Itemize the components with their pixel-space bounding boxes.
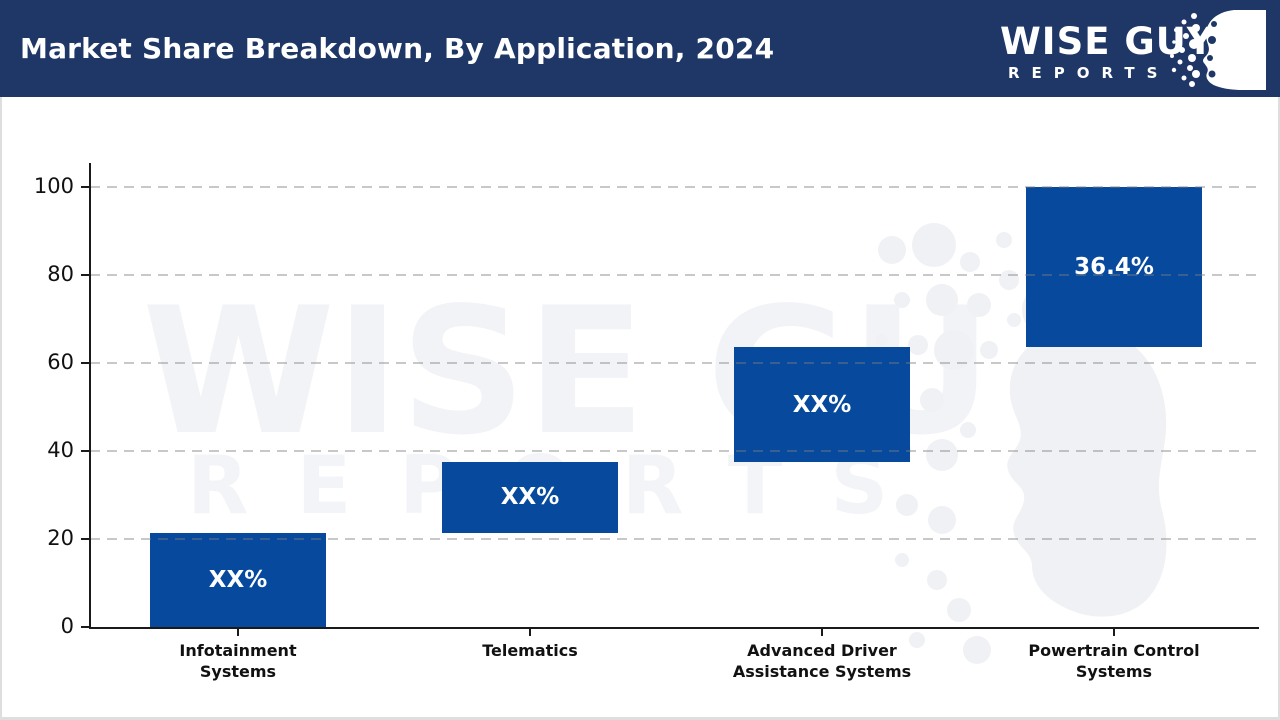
- x-category-label-line: Telematics: [482, 641, 578, 660]
- bar-value-label: XX%: [500, 484, 560, 511]
- x-category-label-line: Assistance Systems: [732, 662, 912, 681]
- x-tick: [237, 629, 239, 636]
- y-tick: [81, 626, 89, 628]
- x-category-label-line: Powertrain Control: [1028, 641, 1200, 660]
- header: Market Share Breakdown, By Application, …: [0, 0, 1280, 97]
- y-tick: [81, 450, 89, 452]
- bar-infotainment-systems: XX%: [150, 532, 326, 627]
- bar-telematics: XX%: [442, 462, 618, 533]
- y-axis-line: [89, 163, 91, 628]
- x-category-label-infotainment-systems: Infotainment Systems: [88, 640, 388, 682]
- x-category-label-line: Advanced Driver: [747, 641, 897, 660]
- x-category-label-powertrain-control-systems: Powertrain Control Systems: [964, 640, 1264, 682]
- page-title: Market Share Breakdown, By Application, …: [20, 32, 775, 65]
- gridline-60: [90, 362, 1258, 364]
- bar-powertrain-control-systems: 36.4%: [1026, 187, 1202, 348]
- x-tick: [821, 629, 823, 636]
- x-tick: [1113, 629, 1115, 636]
- y-tick-label: 20: [47, 526, 74, 550]
- logo-head-icon: [1170, 9, 1266, 90]
- x-category-label-advanced-driver-assistance-systems: Advanced Driver Assistance Systems: [672, 640, 972, 682]
- y-tick-label: 40: [47, 438, 74, 462]
- bar-value-label: XX%: [792, 391, 852, 418]
- x-category-label-line: Infotainment: [179, 641, 297, 660]
- x-category-label-telematics: Telematics: [380, 640, 680, 661]
- bar-value-label: 36.4%: [1074, 254, 1154, 281]
- wise-guy-logo: WISE GUY REPORTS: [1000, 9, 1266, 90]
- y-tick-label: 100: [33, 174, 74, 198]
- y-tick-label: 60: [47, 350, 74, 374]
- bar-advanced-driver-assistance-systems: XX%: [734, 347, 910, 462]
- x-category-label-line: Systems: [199, 662, 277, 681]
- gridline-40: [90, 450, 1258, 452]
- y-tick-label: 80: [47, 262, 74, 286]
- logo-subtitle: REPORTS: [1008, 64, 1169, 82]
- x-category-label-line: Systems: [1075, 662, 1153, 681]
- x-axis-line: [89, 627, 1259, 629]
- x-tick: [529, 629, 531, 636]
- y-tick-label: 0: [60, 614, 74, 638]
- bar-value-label: XX%: [208, 566, 268, 593]
- y-tick: [81, 274, 89, 276]
- y-tick: [81, 538, 89, 540]
- gridline-100: [90, 186, 1258, 188]
- y-tick: [81, 186, 89, 188]
- gridline-80: [90, 274, 1258, 276]
- y-tick: [81, 362, 89, 364]
- logo-wordmark: WISE GUY: [1000, 20, 1215, 63]
- gridline-20: [90, 538, 1258, 540]
